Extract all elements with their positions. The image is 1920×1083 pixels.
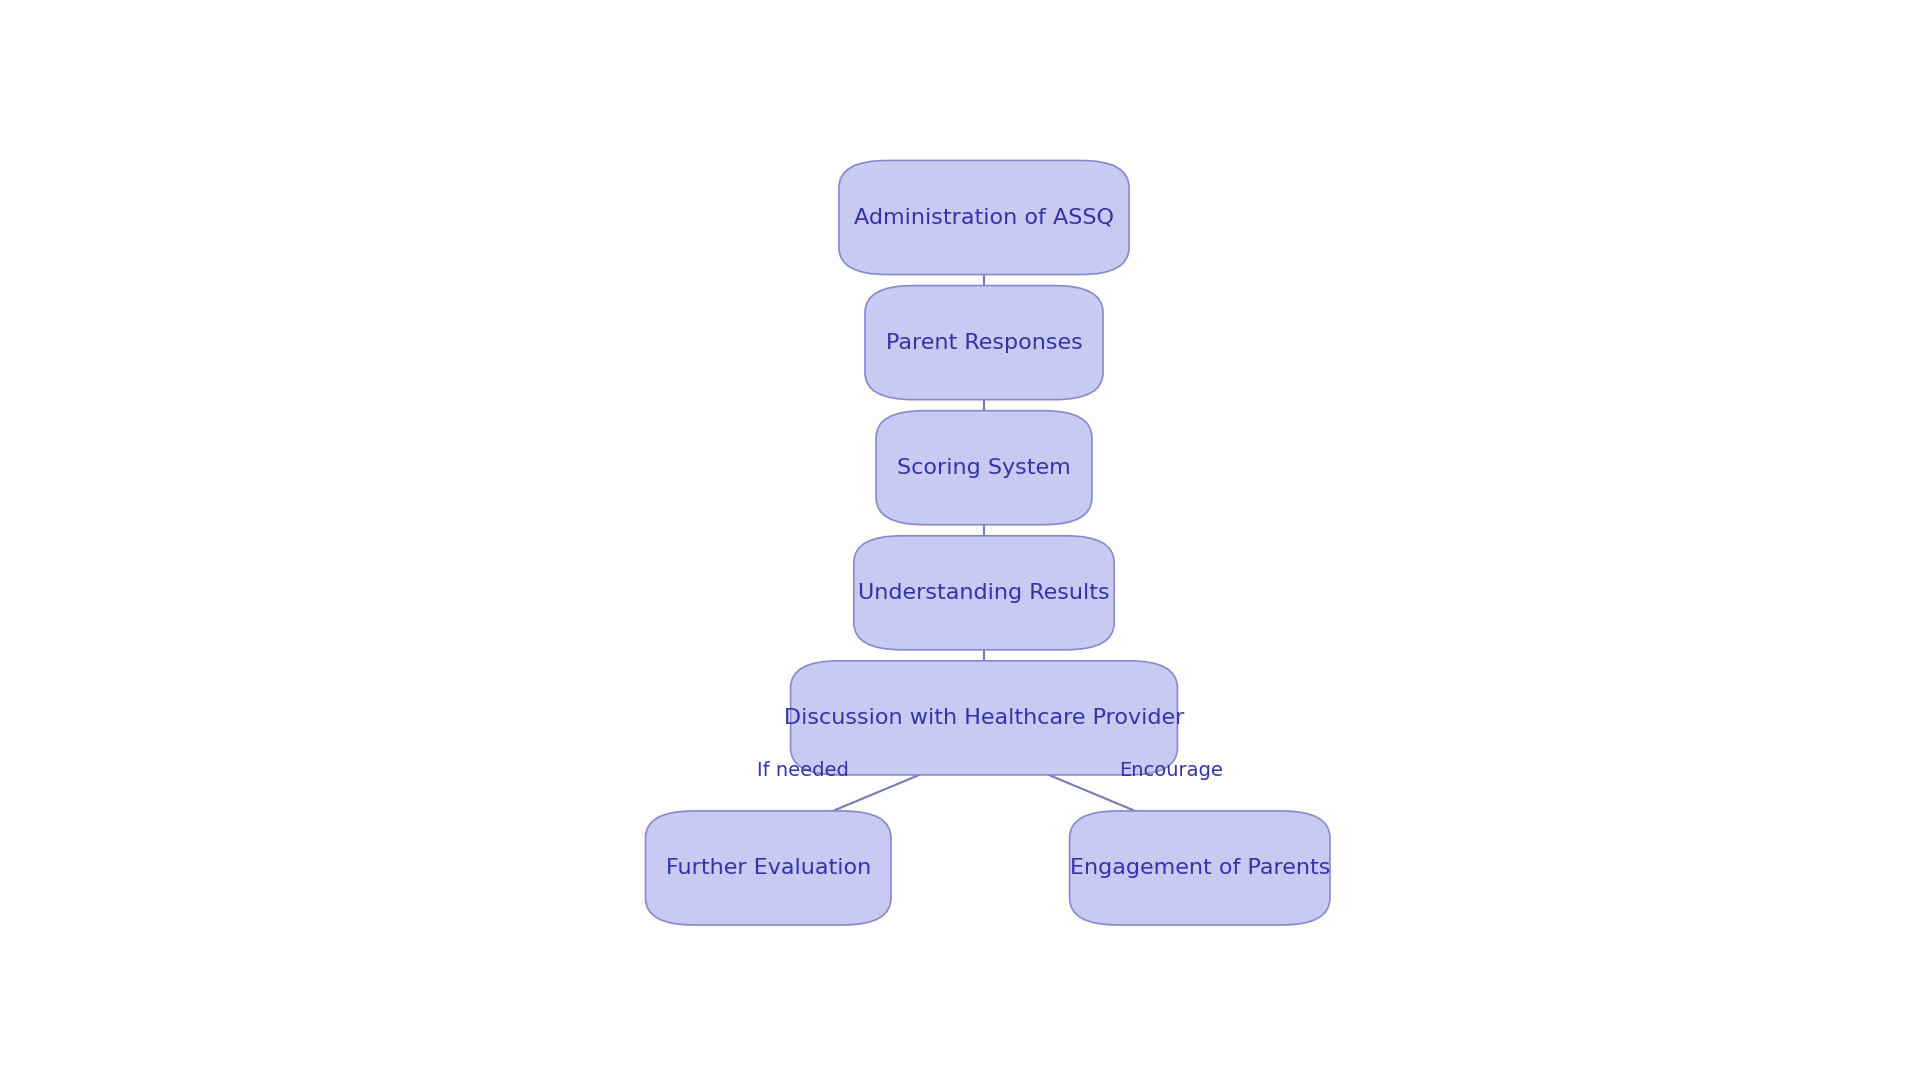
Text: Understanding Results: Understanding Results <box>858 583 1110 603</box>
Text: Encourage: Encourage <box>1119 761 1223 781</box>
FancyBboxPatch shape <box>791 661 1177 775</box>
FancyBboxPatch shape <box>1069 811 1331 925</box>
FancyBboxPatch shape <box>839 160 1129 275</box>
FancyBboxPatch shape <box>645 811 891 925</box>
FancyBboxPatch shape <box>854 536 1114 650</box>
Text: Parent Responses: Parent Responses <box>885 332 1083 353</box>
Text: Scoring System: Scoring System <box>897 458 1071 478</box>
Text: Discussion with Healthcare Provider: Discussion with Healthcare Provider <box>783 708 1185 728</box>
FancyBboxPatch shape <box>864 286 1102 400</box>
Text: Engagement of Parents: Engagement of Parents <box>1069 858 1331 878</box>
FancyBboxPatch shape <box>876 410 1092 525</box>
Text: If needed: If needed <box>758 761 849 781</box>
Text: Administration of ASSQ: Administration of ASSQ <box>854 208 1114 227</box>
Text: Further Evaluation: Further Evaluation <box>666 858 872 878</box>
